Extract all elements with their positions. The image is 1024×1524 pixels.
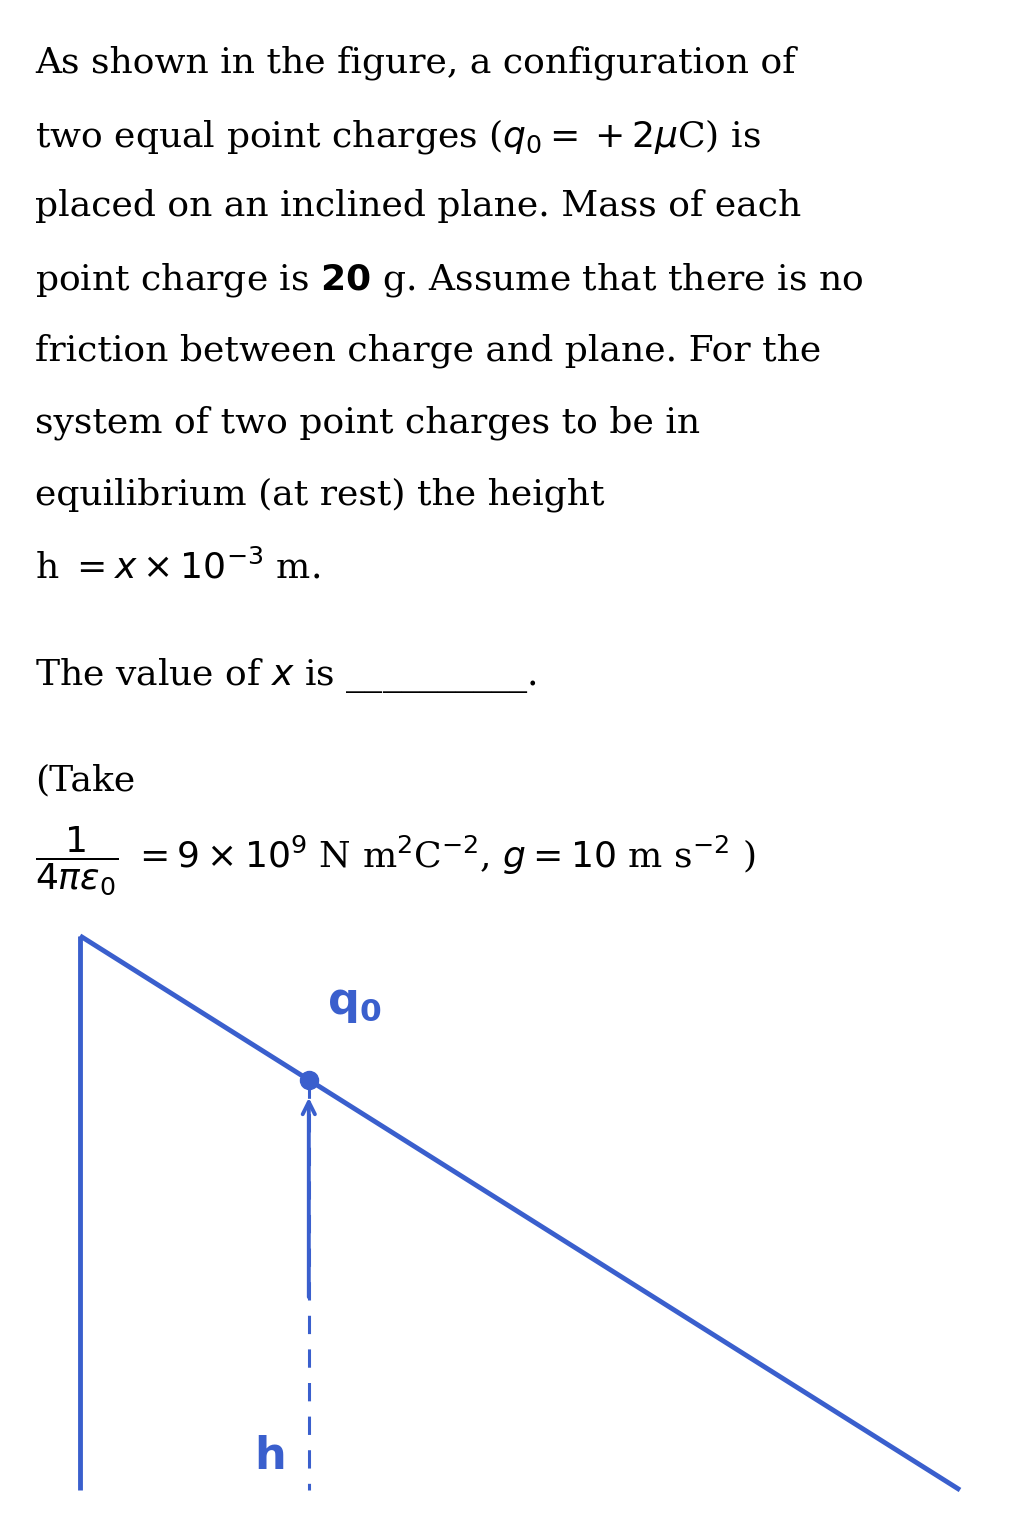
Text: The value of $x$ is __________.: The value of $x$ is __________. (35, 655, 537, 695)
Text: point charge is $\mathbf{20}$ g. Assume that there is no: point charge is $\mathbf{20}$ g. Assume … (35, 261, 863, 299)
Text: system of two point charges to be in: system of two point charges to be in (35, 405, 700, 439)
Text: (Take: (Take (35, 764, 135, 797)
Text: friction between charge and plane. For the: friction between charge and plane. For t… (35, 334, 821, 367)
Text: h $= x \times 10^{-3}$ m.: h $= x \times 10^{-3}$ m. (35, 549, 321, 585)
Text: equilibrium (at rest) the height: equilibrium (at rest) the height (35, 477, 604, 512)
Text: $\mathbf{q_0}$: $\mathbf{q_0}$ (327, 981, 381, 1026)
Text: As shown in the figure, a configuration of: As shown in the figure, a configuration … (35, 46, 796, 79)
Text: two equal point charges ($q_0 = +2\mu$C) is: two equal point charges ($q_0 = +2\mu$C)… (35, 117, 761, 155)
Text: $\mathbf{h}$: $\mathbf{h}$ (254, 1436, 284, 1478)
Text: $\dfrac{1}{4\pi\varepsilon_0}$ $= 9 \times 10^9$ N m$^2$C$^{-2}$, $g = 10$ m s$^: $\dfrac{1}{4\pi\varepsilon_0}$ $= 9 \tim… (35, 824, 756, 896)
Text: placed on an inclined plane. Mass of each: placed on an inclined plane. Mass of eac… (35, 189, 801, 223)
